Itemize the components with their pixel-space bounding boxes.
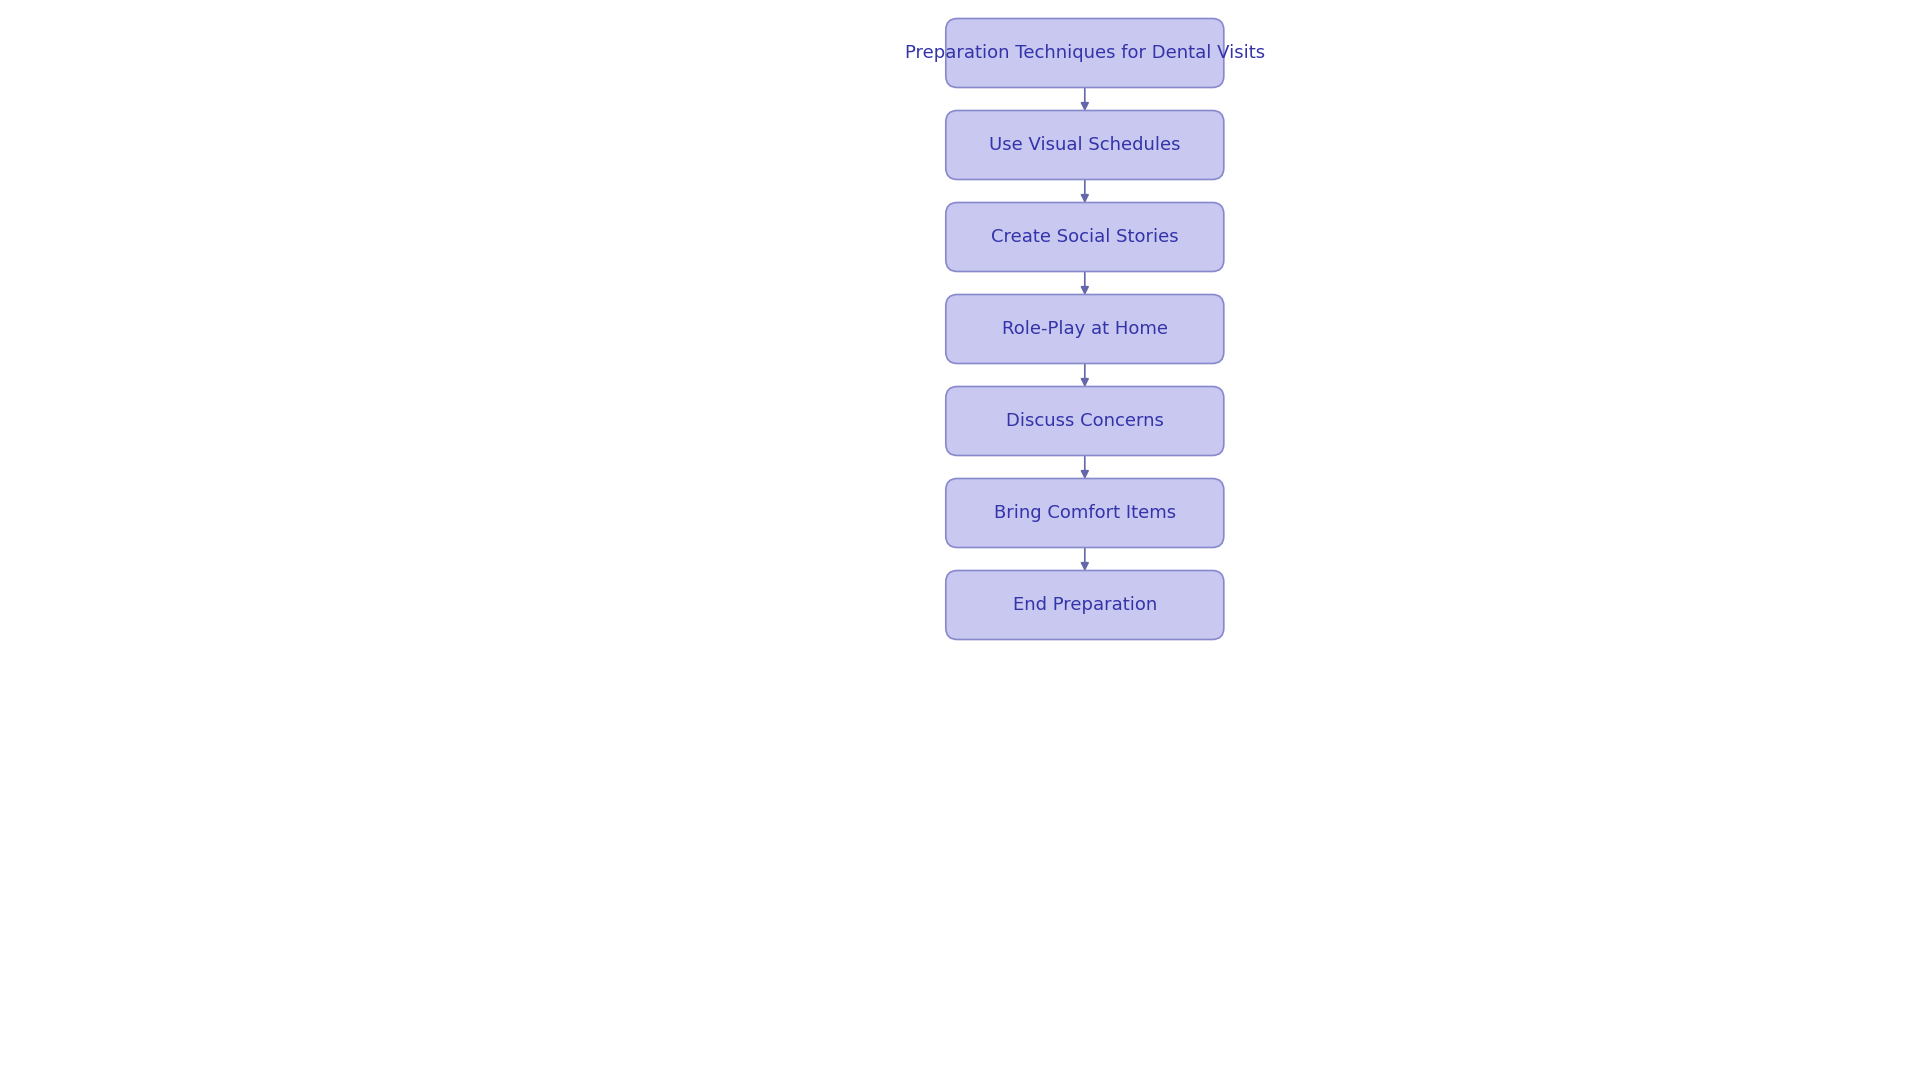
- Text: Use Visual Schedules: Use Visual Schedules: [989, 136, 1181, 154]
- FancyBboxPatch shape: [947, 571, 1223, 639]
- Text: Bring Comfort Items: Bring Comfort Items: [995, 504, 1175, 522]
- FancyBboxPatch shape: [947, 18, 1223, 88]
- FancyBboxPatch shape: [947, 479, 1223, 548]
- FancyBboxPatch shape: [947, 203, 1223, 272]
- FancyBboxPatch shape: [947, 387, 1223, 456]
- Text: Role-Play at Home: Role-Play at Home: [1002, 319, 1167, 338]
- FancyBboxPatch shape: [947, 110, 1223, 180]
- Text: End Preparation: End Preparation: [1012, 596, 1158, 614]
- FancyBboxPatch shape: [947, 295, 1223, 364]
- Text: Preparation Techniques for Dental Visits: Preparation Techniques for Dental Visits: [904, 44, 1265, 62]
- Text: Discuss Concerns: Discuss Concerns: [1006, 412, 1164, 430]
- Text: Create Social Stories: Create Social Stories: [991, 229, 1179, 246]
